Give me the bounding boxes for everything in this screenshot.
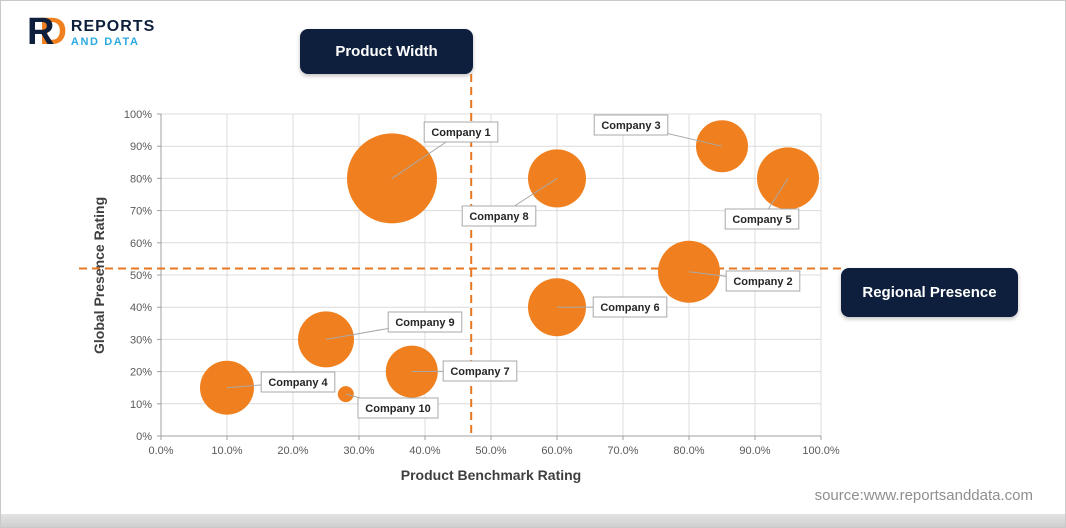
x-tick-label: 90.0% bbox=[739, 445, 770, 457]
logo-letter-d: D bbox=[39, 11, 66, 53]
label-text-company-1: Company 1 bbox=[431, 127, 490, 139]
label-text-company-4: Company 4 bbox=[268, 377, 328, 389]
label-text-company-3: Company 3 bbox=[601, 120, 660, 132]
source-credit: source:www.reportsanddata.com bbox=[814, 487, 1033, 504]
label-text-company-10: Company 10 bbox=[365, 403, 430, 415]
x-tick-label: 50.0% bbox=[475, 445, 506, 457]
label-text-company-8: Company 8 bbox=[469, 211, 528, 223]
y-axis-title: Global Presence Rating bbox=[91, 196, 107, 354]
logo-line-and-data: AND DATA bbox=[70, 36, 140, 49]
y-tick-label: 90% bbox=[130, 141, 152, 153]
x-tick-label: 10.0% bbox=[211, 445, 242, 457]
label-box-company-2 bbox=[725, 270, 801, 292]
label-text-company-9: Company 9 bbox=[395, 317, 454, 329]
x-tick-label: 20.0% bbox=[277, 445, 308, 457]
y-tick-label: 60% bbox=[130, 238, 152, 250]
rd-monogram-icon: R D bbox=[27, 11, 67, 53]
y-tick-label: 50% bbox=[130, 270, 152, 282]
logo-line-reports: REPORTS bbox=[70, 17, 156, 35]
x-tick-label: 70.0% bbox=[607, 445, 638, 457]
x-tick-label: 40.0% bbox=[409, 445, 440, 457]
x-tick-label: 100.0% bbox=[802, 445, 840, 457]
label-box-company-9 bbox=[387, 311, 463, 333]
y-tick-label: 30% bbox=[130, 334, 152, 346]
footer-strip bbox=[1, 514, 1065, 527]
label-box-company-8 bbox=[461, 205, 537, 227]
x-tick-label: 80.0% bbox=[673, 445, 704, 457]
label-text-company-6: Company 6 bbox=[600, 302, 659, 314]
label-box-company-7 bbox=[442, 360, 518, 382]
label-box-company-5 bbox=[724, 208, 800, 230]
label-box-company-6 bbox=[592, 296, 668, 318]
y-tick-label: 20% bbox=[130, 367, 152, 379]
x-tick-label: 30.0% bbox=[343, 445, 374, 457]
y-tick-label: 0% bbox=[136, 431, 152, 443]
product-width-badge: Product Width bbox=[300, 29, 473, 74]
y-tick-label: 10% bbox=[130, 399, 152, 411]
label-text-company-5: Company 5 bbox=[732, 214, 791, 226]
logo-wordmark: REPORTS AND DATA bbox=[71, 15, 155, 49]
x-tick-label: 0.0% bbox=[148, 445, 173, 457]
label-text-company-2: Company 2 bbox=[733, 276, 792, 288]
label-box-company-4 bbox=[260, 371, 336, 393]
reports-and-data-logo: R D REPORTS AND DATA bbox=[27, 13, 155, 51]
label-box-company-10 bbox=[357, 397, 439, 419]
y-tick-label: 80% bbox=[130, 173, 152, 185]
x-axis-title: Product Benchmark Rating bbox=[400, 467, 582, 483]
x-tick-label: 60.0% bbox=[541, 445, 572, 457]
label-text-company-7: Company 7 bbox=[450, 366, 509, 378]
regional-presence-badge: Regional Presence bbox=[841, 268, 1018, 317]
y-tick-label: 40% bbox=[130, 302, 152, 314]
label-box-company-3 bbox=[593, 114, 669, 136]
y-tick-label: 100% bbox=[124, 109, 152, 121]
label-box-company-1 bbox=[423, 121, 499, 143]
y-tick-label: 70% bbox=[130, 206, 152, 218]
logo-letter-r: R bbox=[27, 11, 54, 53]
